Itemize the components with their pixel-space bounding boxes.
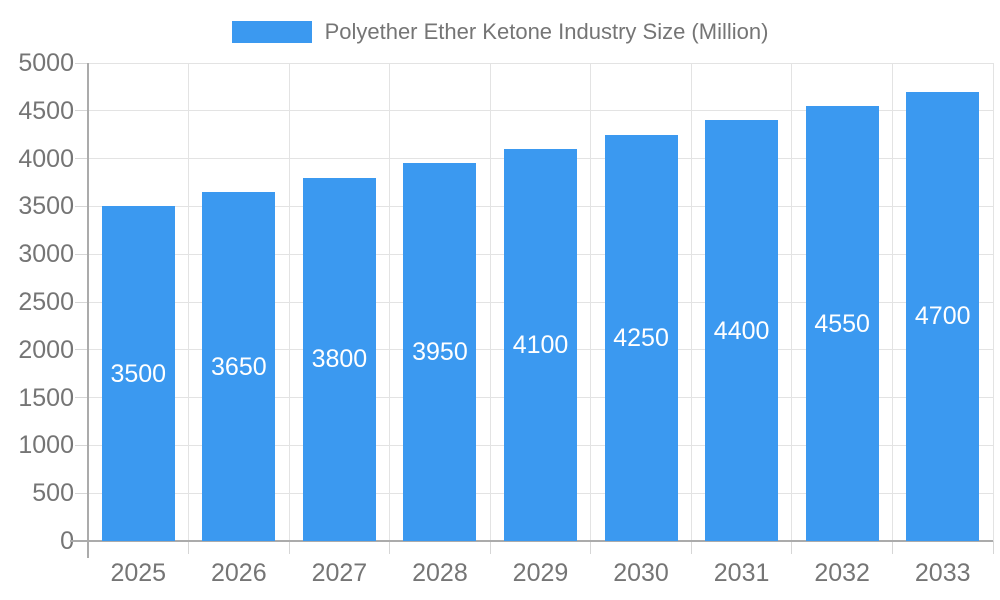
bar-2025[interactable] [101, 206, 175, 541]
bar-2026[interactable] [202, 192, 276, 541]
y-axis-tick [75, 205, 88, 207]
x-tick-label: 2031 [713, 559, 770, 587]
x-axis-tick [992, 541, 994, 554]
bar-value-label: 4700 [914, 302, 971, 331]
x-tick-label: 2032 [814, 559, 870, 587]
gridline-horizontal [88, 62, 993, 64]
y-axis-tick [75, 349, 88, 351]
y-tick-label: 4500 [18, 96, 74, 125]
y-axis-tick [75, 301, 88, 303]
gridline-vertical [690, 63, 692, 541]
y-axis-tick [75, 492, 88, 494]
bar-value-label: 4100 [512, 331, 569, 360]
bar-2032[interactable] [805, 106, 879, 541]
x-axis-tick [188, 541, 190, 554]
bar-2033[interactable] [906, 91, 980, 541]
x-axis-tick [791, 541, 793, 554]
gridline-vertical [288, 63, 290, 541]
y-tick-label: 2000 [18, 335, 74, 364]
gridline-vertical [791, 63, 793, 541]
y-axis-tick [75, 110, 88, 112]
bar-value-label: 3800 [311, 345, 368, 374]
bar-2030[interactable] [604, 134, 678, 541]
y-tick-label: 4000 [18, 144, 74, 173]
x-tick-label: 2025 [110, 559, 167, 587]
gridline-vertical [891, 63, 893, 541]
gridline-vertical [188, 63, 190, 541]
y-tick-label: 3000 [18, 240, 74, 269]
gridline-horizontal [88, 110, 993, 112]
bar-value-label: 4400 [713, 316, 770, 345]
bar-value-label: 3650 [211, 352, 267, 381]
y-tick-label: 0 [60, 527, 74, 555]
gridline-vertical [590, 63, 592, 541]
y-tick-label: 1500 [18, 383, 74, 412]
x-tick-label: 2028 [412, 559, 468, 587]
x-axis-tick [590, 541, 592, 554]
bar-2028[interactable] [403, 163, 477, 541]
legend-label: Polyether Ether Ketone Industry Size (Mi… [324, 19, 769, 44]
y-axis-tick [75, 62, 88, 64]
gridline-vertical [389, 63, 391, 541]
bar-value-label: 4550 [814, 309, 870, 338]
y-tick-label: 5000 [18, 49, 74, 77]
x-axis-line [70, 540, 993, 542]
x-axis-tick [389, 541, 391, 554]
bar-value-label: 4250 [613, 323, 669, 352]
x-axis-tick [489, 541, 491, 554]
gridline-vertical [489, 63, 491, 541]
x-tick-label: 2030 [613, 559, 669, 587]
y-axis-line [87, 63, 89, 558]
y-tick-label: 1000 [18, 431, 74, 460]
bar-2031[interactable] [705, 120, 779, 541]
bar-2027[interactable] [302, 177, 376, 541]
y-axis-tick [75, 444, 88, 446]
legend-item[interactable]: Polyether Ether Ketone Industry Size (Mi… [231, 19, 769, 45]
y-axis-tick [75, 397, 88, 399]
x-axis-tick [891, 541, 893, 554]
plot-area: 0 500 1000 1500 2000 2500 3000 3500 4000 4500 5000… [18, 49, 994, 587]
y-axis-tick [75, 253, 88, 255]
legend-color-swatch [231, 21, 312, 43]
y-axis-tick [75, 158, 88, 160]
gridline-vertical [992, 63, 994, 541]
bar-2029[interactable] [504, 149, 577, 541]
y-tick-label: 2500 [18, 288, 74, 316]
x-tick-label: 2029 [512, 559, 569, 587]
y-tick-label: 3500 [18, 192, 74, 221]
x-tick-label: 2026 [211, 559, 267, 587]
bar-value-label: 3950 [412, 338, 468, 367]
legend: Polyether Ether Ketone Industry Size (Mi… [0, 18, 1000, 46]
x-tick-label: 2033 [914, 559, 971, 587]
x-tick-label: 2027 [311, 559, 368, 587]
x-axis-tick [690, 541, 692, 554]
bar-value-label: 3500 [110, 359, 167, 388]
y-tick-label: 500 [32, 479, 74, 508]
x-axis-tick [288, 541, 290, 554]
